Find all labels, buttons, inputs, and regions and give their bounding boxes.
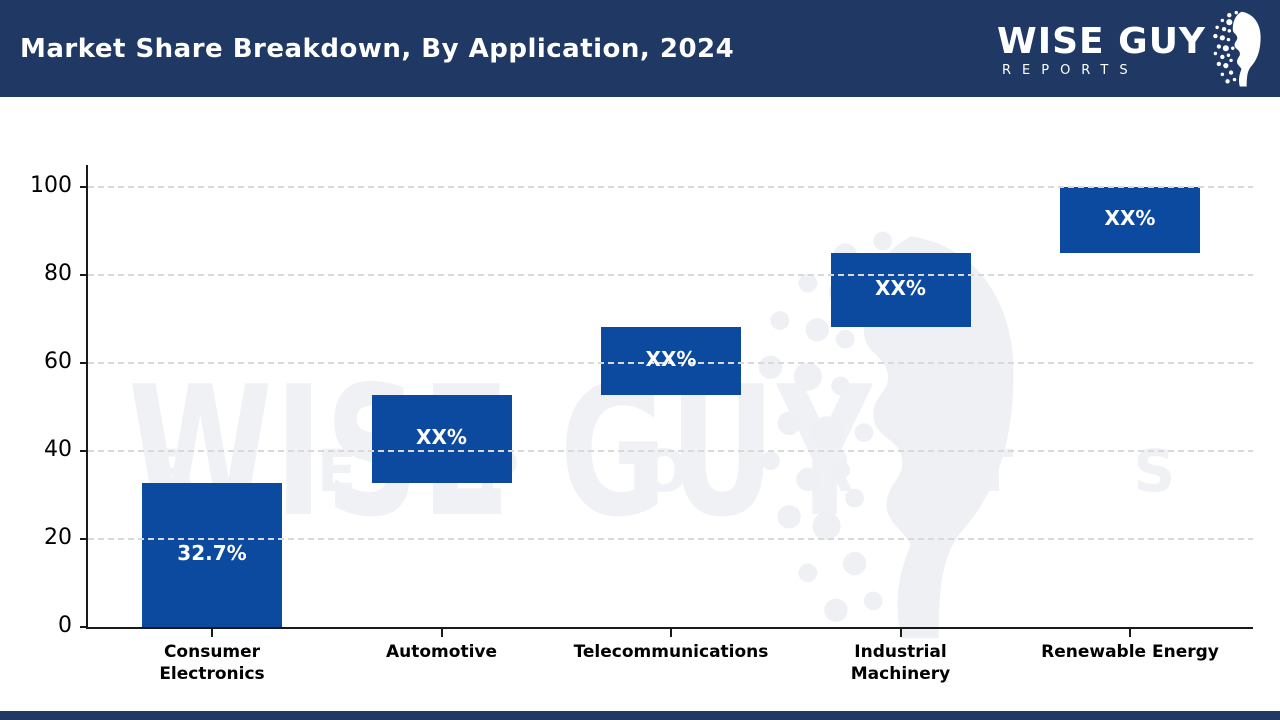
gridline-y-100 bbox=[88, 186, 1253, 188]
x-axis-spine bbox=[86, 627, 1253, 629]
header-bar: Market Share Breakdown, By Application, … bbox=[0, 0, 1280, 97]
y-tick-label-80: 80 bbox=[44, 261, 72, 286]
y-tick-100 bbox=[80, 186, 88, 188]
bar-value-label-renewable-energy: XX% bbox=[1104, 206, 1156, 230]
y-tick-60 bbox=[80, 362, 88, 364]
y-axis-spine bbox=[86, 165, 88, 629]
y-tick-label-0: 0 bbox=[58, 613, 72, 638]
bar-value-label-industrial-machinery: XX% bbox=[875, 275, 926, 300]
category-label-consumer-electronics: Consumer Electronics bbox=[159, 642, 265, 684]
y-tick-20 bbox=[80, 538, 88, 540]
bar-value-label-automotive: XX% bbox=[416, 425, 467, 450]
bar-consumer-electronics bbox=[142, 483, 282, 627]
x-tick-renewable-energy bbox=[1129, 629, 1131, 637]
gridline-y-20 bbox=[88, 538, 1253, 540]
category-label-renewable-energy: Renewable Energy bbox=[1041, 642, 1219, 662]
x-tick-industrial-machinery bbox=[899, 629, 902, 637]
logo-subtext: REPORTS bbox=[1001, 62, 1139, 78]
y-tick-0 bbox=[80, 626, 88, 628]
watermark-subtext: R E P O R T S bbox=[152, 437, 1226, 505]
y-tick-label-40: 40 bbox=[44, 437, 72, 462]
logo-wordmark: WISE GUY bbox=[996, 20, 1206, 62]
bar-value-label-telecommunications: XX% bbox=[645, 347, 697, 372]
waterfall-chart: WISE GUY R E P O R T S 02040608010032.7%… bbox=[0, 97, 1280, 711]
gridline-y-80 bbox=[88, 274, 1253, 276]
bar-telecommunications bbox=[601, 326, 741, 396]
logo-face-dots-icon bbox=[1213, 10, 1261, 87]
bar-automotive bbox=[371, 395, 512, 484]
footer-bar bbox=[0, 711, 1280, 720]
category-label-telecommunications: Telecommunications bbox=[573, 642, 769, 662]
x-tick-automotive bbox=[440, 629, 443, 637]
bar-renewable-energy bbox=[1060, 187, 1200, 253]
y-tick-label-100: 100 bbox=[30, 173, 72, 198]
y-tick-label-60: 60 bbox=[44, 349, 72, 374]
bar-value-label-consumer-electronics: 32.7% bbox=[177, 541, 247, 566]
logo-text: WISE GUY REPORTS bbox=[996, 20, 1206, 78]
y-tick-80 bbox=[80, 274, 88, 276]
x-tick-consumer-electronics bbox=[211, 629, 213, 637]
x-tick-telecommunications bbox=[670, 629, 672, 637]
wise-guy-reports-logo: WISE GUY REPORTS bbox=[997, 10, 1266, 90]
category-label-industrial-machinery: Industrial Machinery bbox=[850, 642, 951, 684]
gridline-y-60 bbox=[88, 362, 1253, 364]
category-label-automotive: Automotive bbox=[385, 642, 498, 662]
bar-industrial-machinery bbox=[830, 253, 971, 327]
y-tick-40 bbox=[80, 450, 88, 452]
page-title: Market Share Breakdown, By Application, … bbox=[20, 33, 735, 64]
y-tick-label-20: 20 bbox=[44, 525, 72, 550]
gridline-y-40 bbox=[88, 450, 1253, 452]
